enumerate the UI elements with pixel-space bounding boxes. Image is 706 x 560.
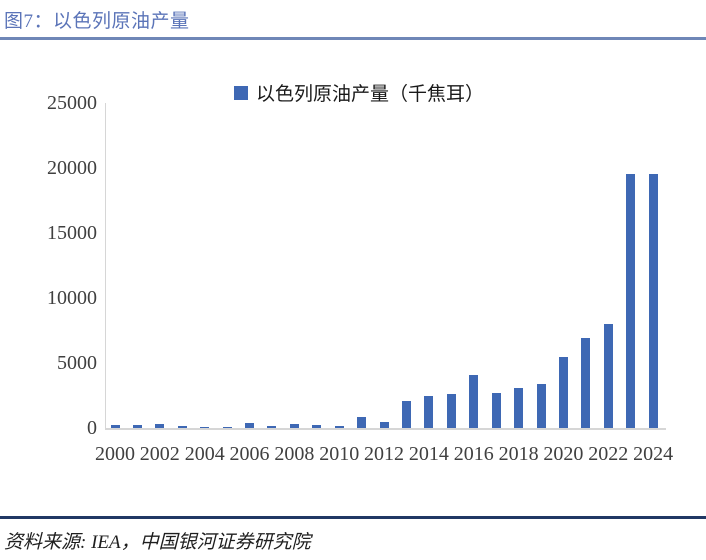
bar-2001 (132, 425, 142, 428)
y-tick-label: 0 (87, 417, 97, 439)
bar-2004 (200, 427, 210, 428)
bar-2011 (357, 417, 367, 428)
bar-2007 (267, 426, 277, 428)
y-tick-label: 20000 (47, 157, 97, 179)
x-tick-label: 2006 (229, 443, 270, 465)
legend-label: 以色列原油产量（千焦耳） (256, 84, 485, 105)
bar-2005 (222, 427, 232, 428)
y-tick-label: 5000 (57, 352, 97, 374)
source-note: 资料来源: IEA，中国银河证券研究院 (4, 532, 311, 553)
bar-2020 (558, 357, 568, 428)
title-divider (0, 37, 706, 40)
x-tick-label: 2002 (139, 443, 180, 465)
bar-2010 (334, 426, 344, 428)
x-tick-label: 2014 (408, 443, 449, 465)
chart-legend: 以色列原油产量（千焦耳） (234, 79, 484, 106)
x-tick-label: 2024 (633, 443, 674, 465)
figure-title: 图7：以色列原油产量 (4, 11, 190, 32)
plot-area: 0 5000 10000 15000 20000 25000 2000 2002 2004 200… (47, 93, 673, 464)
bar-2002 (155, 424, 165, 428)
bar-2008 (289, 424, 299, 428)
legend-swatch-icon (234, 85, 248, 100)
x-tick-label: 2012 (364, 443, 404, 465)
bar-2012 (379, 422, 389, 428)
x-tick-label: 2018 (498, 443, 539, 465)
x-tick-label: 2022 (588, 443, 629, 465)
bar-2003 (177, 426, 187, 428)
bar-2016 (469, 375, 479, 428)
bar-2023 (626, 174, 636, 428)
y-tick-label: 15000 (47, 222, 97, 244)
x-tick-label: 2004 (184, 443, 225, 465)
bar-2013 (402, 401, 411, 428)
x-tick-label: 2008 (274, 443, 315, 465)
bar-2000 (110, 425, 120, 428)
x-tick-label: 2000 (95, 443, 135, 465)
bar-2022 (603, 324, 613, 428)
bar-2024 (648, 174, 658, 428)
bar-2021 (581, 338, 591, 428)
bar-2017 (491, 393, 501, 428)
figure-bottom-divider (0, 516, 706, 519)
bar-2018 (514, 388, 524, 428)
x-axis-line (105, 428, 666, 430)
y-axis-line (105, 103, 106, 430)
bar-2006 (245, 423, 254, 428)
bar-2014 (424, 396, 434, 428)
bar-2015 (446, 394, 456, 428)
bar-2019 (536, 384, 546, 428)
x-tick-label: 2016 (453, 443, 494, 465)
bar-2009 (312, 425, 322, 428)
y-tick-label: 10000 (47, 287, 97, 309)
x-tick-label: 2010 (319, 443, 360, 465)
y-tick-label: 25000 (47, 92, 97, 114)
x-tick-label: 2020 (543, 443, 584, 465)
